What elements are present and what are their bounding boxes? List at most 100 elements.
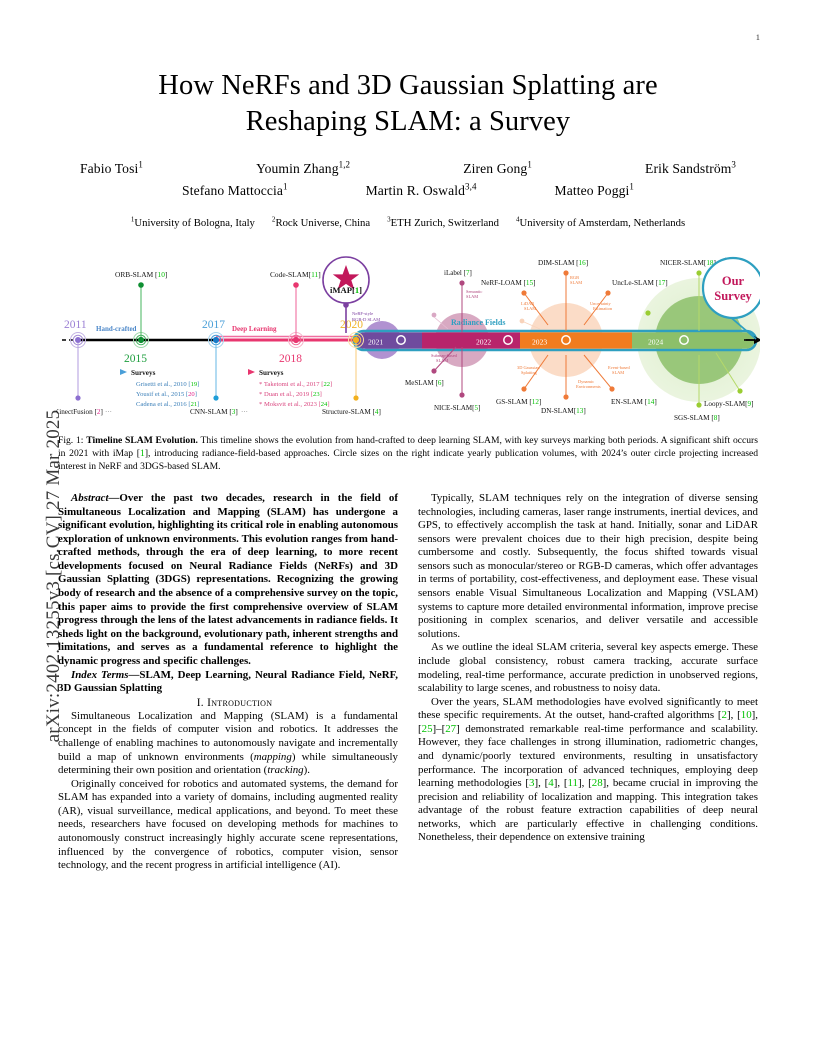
era-label-hand-crafted: Hand-crafted bbox=[96, 325, 137, 333]
rp3-g: ], [ bbox=[553, 777, 568, 790]
figure-caption-part-2: ], introducing radiance-field-based appr… bbox=[58, 448, 759, 473]
intro-p1-b: ) while simultaneously determining their… bbox=[58, 750, 398, 777]
method-label-orb-slam: ORB-SLAM [10] bbox=[115, 270, 167, 279]
page-number: 1 bbox=[755, 32, 760, 42]
method-label-code-slam: Code-SLAM[11] bbox=[270, 270, 321, 279]
bar-year-2023: 2023 bbox=[532, 338, 547, 347]
authors-row-1: Fabio Tosi1 Youmin Zhang1,2 Ziren Gong1 … bbox=[58, 159, 758, 177]
rp3-ref-27: 27 bbox=[445, 722, 457, 735]
method-label-meslam: MeSLAM [6] bbox=[405, 379, 444, 387]
survey-item: * Duan et al., 2019 [23] bbox=[259, 391, 322, 398]
rp3-f: ], [ bbox=[534, 777, 549, 790]
intro-p1-a: Simultaneous Localization and Mapping (S… bbox=[58, 709, 398, 763]
index-terms-body: SLAM, Deep Learning, Neural Radiance Fie… bbox=[58, 668, 398, 695]
spokes-2023: DIM-SLAM [16] RGB SLAM NeRF-LOAM [15] Li… bbox=[481, 259, 668, 415]
survey-item: Cadena et al., 2016 [21] bbox=[136, 401, 199, 408]
figure-label: Fig. 1: bbox=[58, 435, 84, 446]
rp3-ref-3: 3 bbox=[529, 777, 535, 790]
title-line-1: How NeRFs and 3D Gaussian Splatting are bbox=[158, 70, 658, 101]
imap-callout: iMAP[1] NeRF-style RGB-D SLAM bbox=[322, 256, 380, 333]
branch-tag-uncertainty-2: Estimation bbox=[593, 306, 613, 311]
star-icon bbox=[332, 265, 360, 290]
intro-p1-italic-mapping: mapping bbox=[253, 750, 292, 763]
abstract-paragraph: Abstract—Over the past two decades, rese… bbox=[58, 492, 398, 669]
our-survey-line-1: Our bbox=[722, 274, 745, 288]
method-label-sgs-slam: SGS-SLAM [8] bbox=[674, 414, 720, 422]
survey-item: * Moksvit et al., 2023 [24] bbox=[259, 401, 330, 408]
branch-tag-rgb-2: SLAM bbox=[570, 280, 582, 285]
rp3-e: ] demonstrated remarkable real-time perf… bbox=[418, 722, 758, 790]
right-paragraph-2: As we outline the ideal SLAM criteria, s… bbox=[418, 641, 758, 695]
rp3-h: ], [ bbox=[578, 777, 592, 790]
branch-tag-nerf-style: NeRF-style bbox=[352, 311, 373, 316]
method-label-nerf-loam: NeRF-LOAM [15] bbox=[481, 279, 536, 287]
author: Stefano Mattoccia1 bbox=[182, 181, 288, 199]
intro-p1-c: ). bbox=[303, 764, 310, 777]
imap-label: iMAP[1] bbox=[330, 285, 362, 295]
branch-tag-lidar-1: LiDAR bbox=[521, 301, 534, 306]
spokes-2022: iLabel [7] Semantic SLAM MeSLAM [6] Subm… bbox=[405, 269, 482, 412]
survey-arrow-icon bbox=[248, 369, 255, 375]
timeline-svg: 2021 2022 2023 2024 bbox=[56, 256, 760, 422]
bar-year-2024: 2024 bbox=[648, 338, 663, 347]
bar-segment-2024 bbox=[632, 332, 755, 349]
affiliation: 4University of Amsterdam, Netherlands bbox=[515, 215, 686, 230]
method-label-en-slam: EN-SLAM [14] bbox=[611, 398, 657, 406]
radiance-bar-fills bbox=[355, 332, 755, 349]
author: Erik Sandström3 bbox=[645, 159, 736, 177]
rp3-a: Over the years, SLAM methodologies have … bbox=[418, 695, 758, 722]
rp3-ref-10: 10 bbox=[740, 709, 752, 722]
method-label-uncle-slam: UncLe-SLAM [17] bbox=[612, 279, 668, 287]
rp3-d: ]–[ bbox=[432, 722, 446, 735]
bar-segment-2022 bbox=[422, 332, 520, 349]
figure-caption-ref: 1 bbox=[140, 448, 145, 460]
method-label-loopy-slam: Loopy-SLAM[9] bbox=[704, 400, 754, 408]
author: Fabio Tosi1 bbox=[80, 159, 143, 177]
method-label-ilabel: iLabel [7] bbox=[444, 269, 472, 277]
rp3-i: ], became crucial in improving the preci… bbox=[418, 777, 759, 844]
era-label-deep-learning: Deep Learning bbox=[232, 325, 277, 333]
bar-node-2023 bbox=[561, 335, 571, 345]
surveys-header-left: Surveys bbox=[131, 369, 156, 377]
method-label-gs-slam: GS-SLAM [12] bbox=[496, 398, 541, 406]
year-label-2015: 2015 bbox=[124, 353, 147, 365]
our-survey-line-2: Survey bbox=[714, 289, 752, 303]
author: Ziren Gong1 bbox=[463, 159, 532, 177]
intro-p1-italic-tracking: tracking bbox=[267, 764, 304, 777]
rp3-ref-25: 25 bbox=[421, 722, 433, 735]
branch-tag-semantic-1: Semantic bbox=[466, 289, 482, 294]
year-label-2017: 2017 bbox=[202, 319, 225, 331]
bar-year-2022: 2022 bbox=[476, 338, 491, 347]
abstract-body: Over the past two decades, research in t… bbox=[58, 492, 398, 667]
affiliation: 1University of Bologna, Italy bbox=[130, 215, 255, 230]
method-label-kinectfusion: KinectFusion [2] bbox=[56, 408, 103, 416]
branch-tag-submap-1: Submap-based bbox=[431, 353, 458, 358]
survey-item: * Taketomi et al., 2017 [22] bbox=[259, 381, 332, 388]
intro-paragraph-1: Simultaneous Localization and Mapping (S… bbox=[58, 710, 398, 778]
method-label-nice-slam: NICE-SLAM[5] bbox=[434, 404, 480, 412]
figure-bold-title: Timeline SLAM Evolution. bbox=[86, 435, 198, 446]
bar-node-2022 bbox=[503, 335, 513, 345]
survey-arrow-icon bbox=[120, 369, 127, 375]
branch-tag-event-1: Event-based bbox=[608, 365, 631, 370]
node-2011 bbox=[70, 332, 86, 401]
title-block: How NeRFs and 3D Gaussian Splatting are … bbox=[58, 68, 758, 229]
index-terms-paragraph: Index Terms—SLAM, Deep Learning, Neural … bbox=[58, 669, 398, 696]
year-label-2018: 2018 bbox=[279, 353, 302, 365]
branch-tag-event-2: SLAM bbox=[612, 370, 624, 375]
method-label-cnn-slam: CNN-SLAM [3] bbox=[190, 408, 238, 416]
bar-node-2024 bbox=[679, 335, 689, 345]
method-label-nicer-slam: NICER-SLAM[18] bbox=[660, 259, 716, 267]
abstract-lead: Abstract bbox=[71, 492, 109, 504]
branch-tag-rgb-1: RGB bbox=[570, 275, 579, 280]
branch-tag-semantic-2: SLAM bbox=[466, 294, 478, 299]
bar-segment-2023 bbox=[520, 332, 632, 349]
branch-tag-3dgs-1: 3D Gaussian bbox=[517, 365, 540, 370]
rp3-ref-2: 2 bbox=[721, 709, 727, 722]
ellipsis-mid: ··· bbox=[241, 408, 248, 416]
node-2017 bbox=[208, 332, 224, 401]
abstract-dash: — bbox=[108, 492, 120, 504]
surveys-block-right: Surveys * Taketomi et al., 2017 [22] * D… bbox=[248, 369, 332, 408]
rp3-b: ], [ bbox=[727, 709, 741, 722]
right-column: Typically, SLAM techniques rely on the i… bbox=[418, 492, 758, 845]
